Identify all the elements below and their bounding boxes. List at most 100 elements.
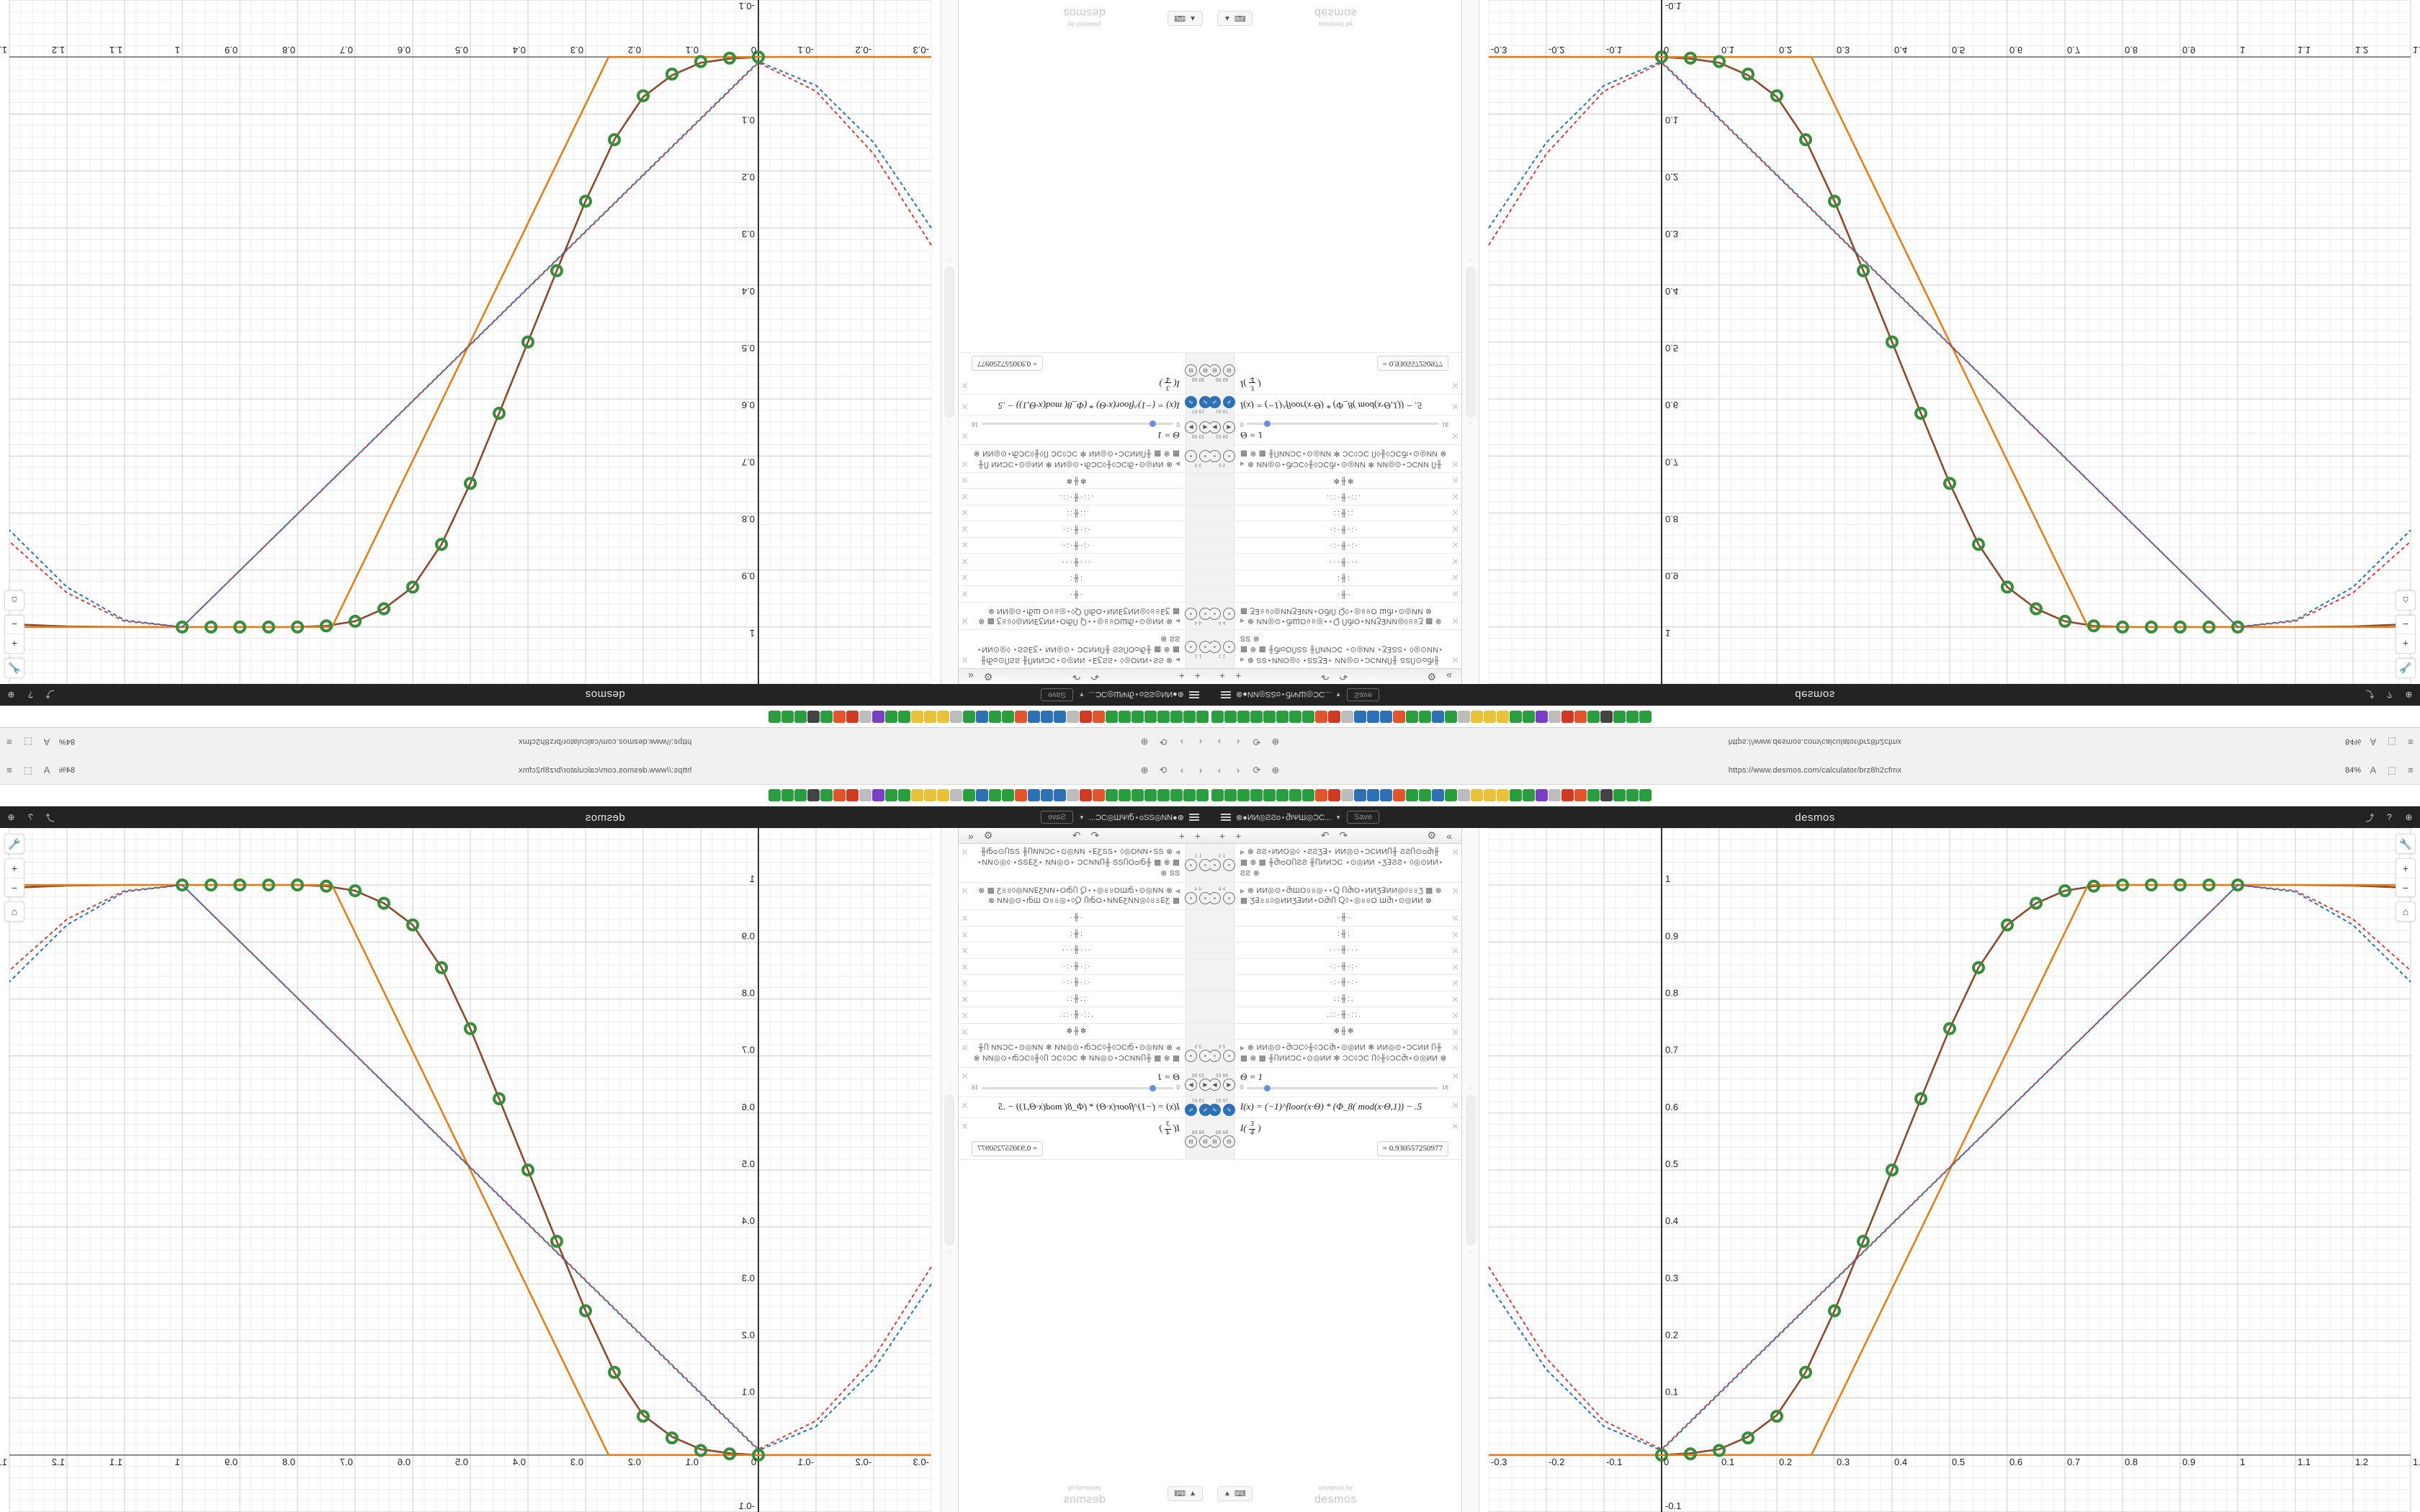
expression-content[interactable]: I(x) = (−1)^floor(x·Θ) * (Φ_8( mod(x·Θ,1… <box>959 395 1186 415</box>
data-point[interactable] <box>2116 878 2129 892</box>
reload-icon[interactable]: ⟳ <box>1159 737 1168 748</box>
folder-icon-a[interactable]: ▪ <box>1199 1050 1210 1063</box>
bookmark-item[interactable] <box>1367 711 1379 723</box>
delete-expression-icon[interactable]: ✕ <box>1451 431 1459 442</box>
bookmark-item[interactable] <box>1067 711 1079 723</box>
color-swatch-a[interactable]: ∿ <box>1199 1104 1210 1117</box>
data-point[interactable] <box>637 89 650 102</box>
data-point[interactable] <box>2001 918 2014 932</box>
collapse-panel-button[interactable]: « <box>1446 829 1453 842</box>
delete-expression-icon[interactable]: ✕ <box>961 400 969 412</box>
data-point[interactable] <box>579 1304 592 1318</box>
bookmark-item[interactable] <box>989 789 1001 801</box>
expression-content[interactable]: ▶⊗ ƧƧ⋆ИИO◎◊ ⋆ƧƧƷꓱ⋆ ИИ◎⊙⋆ϽϹИИႶ╫ ƧƧႶ⊙ᴑႫ╫ ▩… <box>959 630 1186 668</box>
expression-row[interactable]: ·╫· ✕ <box>1210 910 1461 927</box>
data-point[interactable] <box>694 55 707 68</box>
expression-row[interactable]: ::╫:: ✕ <box>959 991 1210 1008</box>
bookmark-item[interactable] <box>781 789 794 801</box>
bookmark-item[interactable] <box>1157 711 1170 723</box>
data-point[interactable] <box>2202 620 2215 634</box>
delete-expression-icon[interactable]: ✕ <box>1451 994 1459 1005</box>
bookmark-item[interactable] <box>1510 711 1522 723</box>
extension-icon[interactable]: ⬚ <box>2387 737 2397 748</box>
add-expression-button[interactable]: + <box>1219 829 1226 842</box>
expression-row[interactable]: 19 67 ∿ ∿ I(x) = (−1)^floor(x·Θ) * (Φ_8( mo… <box>1210 1097 1461 1119</box>
add-item-button[interactable]: + <box>1178 670 1185 683</box>
bookmark-item[interactable] <box>833 789 846 801</box>
expression-row[interactable]: 3 5▪▪▶⊗ ИИ◎⊙⋆ႫϽϹ◊╫◊ϽϹႫ⋆⊙◎ИИ ✻ ИИ◎⊙⋆ϽϹИИ … <box>959 444 1210 472</box>
expression-content[interactable]: ▶⊗ ИИ◎⊙⋆ႫϽϹ◊╫◊ϽϹႫ⋆⊙◎ИИ ✻ ИИ◎⊙⋆ϽϹИИ Ⴖ╫ ▩ … <box>1234 1040 1461 1067</box>
expression-content[interactable]: :╫: <box>959 927 1186 942</box>
expression-list[interactable]: 1 1▪▪▶⊗ ƧƧ⋆ИИO◎◊ ⋆ƧƧƷꓱ⋆ ИИ◎⊙⋆ϽϹИИႶ╫ ƧƧႶ⊙… <box>1210 844 1461 1475</box>
bookmark-item[interactable] <box>1093 789 1105 801</box>
data-point[interactable] <box>1655 1448 1668 1462</box>
data-point[interactable] <box>320 879 333 893</box>
delete-expression-icon[interactable]: ✕ <box>1451 1070 1459 1081</box>
data-point[interactable] <box>1770 1410 1783 1423</box>
expression-content[interactable]: ·:·╫·:· <box>1234 538 1461 554</box>
bookmark-item[interactable] <box>1497 789 1509 801</box>
bookmark-item[interactable] <box>1626 711 1639 723</box>
data-point[interactable] <box>291 878 304 892</box>
forward-icon[interactable]: › <box>1180 765 1184 775</box>
delete-expression-icon[interactable]: ✕ <box>961 490 969 502</box>
add-item-button[interactable]: + <box>1178 829 1185 842</box>
parameter-slider[interactable]: 0 16 <box>1240 418 1448 429</box>
color-swatch-b[interactable]: ∿ <box>1185 395 1197 408</box>
expression-content[interactable]: Θ = 1 0 16 <box>959 415 1186 444</box>
bookmark-item[interactable] <box>1250 711 1263 723</box>
slider-track[interactable] <box>981 420 1173 427</box>
expression-row[interactable]: :╫: ✕ <box>959 569 1210 586</box>
bookmark-item[interactable] <box>794 789 807 801</box>
add-expression-button[interactable]: + <box>1194 829 1201 842</box>
chevron-down-icon[interactable]: ▼ <box>1078 691 1085 698</box>
graph-canvas[interactable]: -0.3 -0.2 -0.1 0 0.1 0.2 0.3 0.4 0.5 0.6 0.7 0.8 0.9… <box>0 0 941 684</box>
translate-icon[interactable]: A <box>43 737 50 747</box>
scroll-grip[interactable] <box>944 266 955 418</box>
wrench-icon[interactable]: 🔧 <box>2399 662 2412 675</box>
undo-button[interactable]: ↶ <box>1320 671 1330 683</box>
delete-expression-icon[interactable]: ✕ <box>961 379 969 391</box>
expression-row[interactable]: 1 1▪▪▶⊗ ƧƧ⋆ИИO◎◊ ⋆ƧƧƷꓱ⋆ ИИ◎⊙⋆ϽϹИИႶ╫ ƧƧႶ⊙… <box>1210 629 1461 668</box>
bookmark-item[interactable] <box>1041 711 1053 723</box>
delete-expression-icon[interactable]: ✕ <box>1451 379 1459 391</box>
bookmark-item[interactable] <box>1574 711 1587 723</box>
bookmark-item[interactable] <box>1432 789 1444 801</box>
data-point[interactable] <box>1886 336 1899 348</box>
data-point[interactable] <box>1799 132 1812 146</box>
graph-title[interactable]: ⊗●ИИ◎ƧƧo⋆ႫѰШ◎ϽϹ... <box>1236 690 1332 699</box>
undo-button[interactable]: ↶ <box>1090 671 1100 683</box>
expression-index[interactable] <box>1210 942 1234 958</box>
expression-index[interactable]: 88 68 ⊟ ⊟ <box>1185 352 1210 394</box>
folder-icon-a[interactable]: ▪ <box>1210 449 1221 462</box>
folder-toggle-icon[interactable]: ▶ <box>1240 657 1245 663</box>
delete-expression-icon[interactable]: ✕ <box>1451 945 1459 957</box>
folder-icon-a[interactable]: ▪ <box>1210 892 1221 905</box>
expression-row[interactable]: ·:·╫·:· ✕ <box>959 521 1210 537</box>
bookmark-item[interactable] <box>963 711 975 723</box>
expression-index[interactable]: 19 67 ∿ ∿ <box>1210 394 1235 415</box>
expression-row[interactable]: 19 67 ∿ ∿ I(x) = (−1)^floor(x·Θ) * (Φ_8( mo… <box>959 393 1210 415</box>
bookmark-item[interactable] <box>1224 789 1237 801</box>
save-button[interactable]: Save <box>1347 811 1380 824</box>
expression-content[interactable]: ·:·╫·:· <box>959 975 1186 991</box>
add-expression-button[interactable]: + <box>1219 670 1226 683</box>
delete-expression-icon[interactable]: ✕ <box>961 539 969 551</box>
table-icon-b[interactable]: ⊟ <box>1223 1135 1235 1148</box>
bookmark-item[interactable] <box>1458 711 1470 723</box>
slider-track[interactable] <box>1247 420 1439 427</box>
bookmark-item[interactable] <box>1002 789 1014 801</box>
expression-row[interactable]: 19 67 ∿ ∿ I(x) = (−1)^floor(x·Θ) * (Φ_8( mo… <box>1210 393 1461 415</box>
expression-content[interactable]: ::╫:: <box>959 991 1186 1007</box>
table-icon-a[interactable]: ⊟ <box>1199 364 1210 377</box>
expression-content[interactable]: .::·╫·::. <box>959 1007 1186 1023</box>
bookmarks-bar[interactable] <box>0 706 1210 727</box>
zoom-level[interactable]: 84% <box>2344 765 2361 775</box>
expression-index[interactable] <box>1210 537 1234 554</box>
data-point[interactable] <box>608 132 621 146</box>
expression-row[interactable]: ·╫· ✕ <box>959 910 1210 927</box>
expression-list[interactable]: 1 1▪▪▶⊗ ƧƧ⋆ИИO◎◊ ⋆ƧƧƷꓱ⋆ ИИ◎⊙⋆ϽϹИИႶ╫ ƧƧႶ⊙… <box>959 844 1210 1475</box>
folder-icon-a[interactable]: ▪ <box>1199 640 1210 653</box>
expression-index[interactable] <box>1210 991 1234 1007</box>
